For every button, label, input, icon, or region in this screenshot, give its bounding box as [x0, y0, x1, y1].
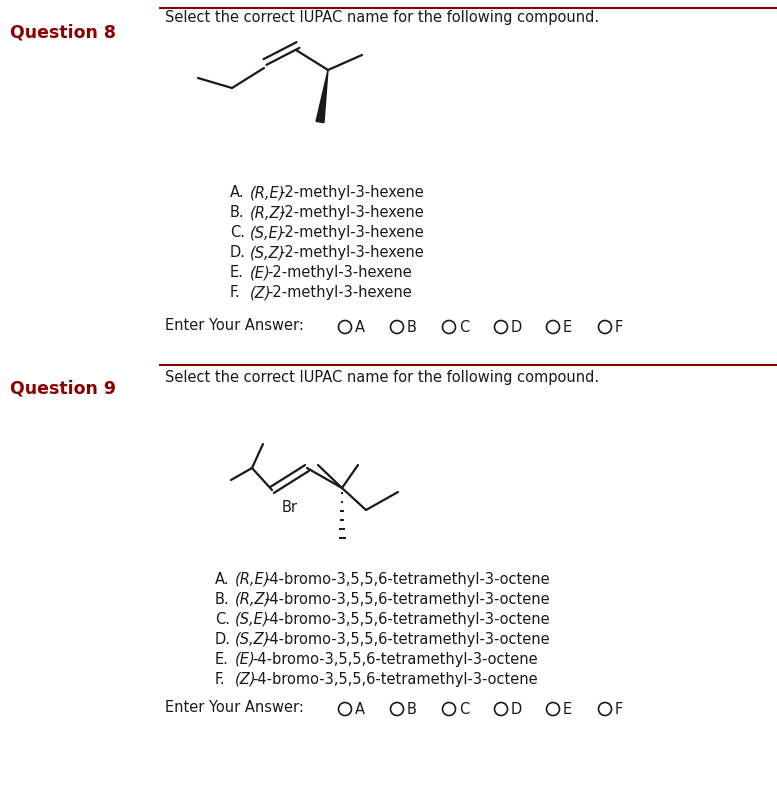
- Text: -2-methyl-3-hexene: -2-methyl-3-hexene: [267, 285, 412, 300]
- Text: -2-methyl-3-hexene: -2-methyl-3-hexene: [267, 265, 412, 280]
- Text: -4-bromo-3,5,5,6-tetramethyl-3-octene: -4-bromo-3,5,5,6-tetramethyl-3-octene: [264, 572, 549, 587]
- Text: Enter Your Answer:: Enter Your Answer:: [165, 700, 304, 715]
- Text: -4-bromo-3,5,5,6-tetramethyl-3-octene: -4-bromo-3,5,5,6-tetramethyl-3-octene: [264, 592, 549, 607]
- Text: (Z): (Z): [235, 672, 256, 687]
- Text: D.: D.: [215, 632, 231, 647]
- Text: -2-methyl-3-hexene: -2-methyl-3-hexene: [279, 245, 423, 260]
- Text: (S,E): (S,E): [250, 225, 284, 240]
- Text: (S,Z): (S,Z): [250, 245, 285, 260]
- Text: Select the correct IUPAC name for the following compound.: Select the correct IUPAC name for the fo…: [165, 370, 599, 385]
- Text: F.: F.: [215, 672, 225, 687]
- Text: (Z): (Z): [250, 285, 271, 300]
- Text: -4-bromo-3,5,5,6-tetramethyl-3-octene: -4-bromo-3,5,5,6-tetramethyl-3-octene: [253, 672, 538, 687]
- Text: E: E: [563, 702, 572, 717]
- Text: B: B: [407, 702, 417, 717]
- Text: C.: C.: [230, 225, 245, 240]
- Text: E.: E.: [230, 265, 244, 280]
- Text: -4-bromo-3,5,5,6-tetramethyl-3-octene: -4-bromo-3,5,5,6-tetramethyl-3-octene: [264, 612, 549, 627]
- Text: (S,Z): (S,Z): [235, 632, 270, 647]
- Text: E: E: [563, 319, 572, 334]
- Text: C: C: [459, 319, 469, 334]
- Text: -2-methyl-3-hexene: -2-methyl-3-hexene: [279, 205, 423, 220]
- Text: B.: B.: [230, 205, 245, 220]
- Text: (R,Z): (R,Z): [235, 592, 271, 607]
- Text: B: B: [407, 319, 417, 334]
- Text: A: A: [355, 319, 365, 334]
- Text: E.: E.: [215, 652, 229, 667]
- Text: F: F: [615, 702, 623, 717]
- Text: (R,E): (R,E): [235, 572, 270, 587]
- Text: D: D: [511, 702, 522, 717]
- Text: Br: Br: [282, 500, 298, 515]
- Text: Question 9: Question 9: [10, 380, 116, 398]
- Text: D.: D.: [230, 245, 246, 260]
- Text: F.: F.: [230, 285, 241, 300]
- Text: (E): (E): [235, 652, 256, 667]
- Text: Select the correct IUPAC name for the following compound.: Select the correct IUPAC name for the fo…: [165, 10, 599, 25]
- Text: (R,E): (R,E): [250, 185, 285, 200]
- Text: (R,Z): (R,Z): [250, 205, 286, 220]
- Text: A: A: [355, 702, 365, 717]
- Text: (S,E): (S,E): [235, 612, 270, 627]
- Polygon shape: [316, 70, 328, 123]
- Text: D: D: [511, 319, 522, 334]
- Text: -4-bromo-3,5,5,6-tetramethyl-3-octene: -4-bromo-3,5,5,6-tetramethyl-3-octene: [264, 632, 549, 647]
- Text: -2-methyl-3-hexene: -2-methyl-3-hexene: [279, 185, 423, 200]
- Text: A.: A.: [215, 572, 229, 587]
- Text: (E): (E): [250, 265, 270, 280]
- Text: F: F: [615, 319, 623, 334]
- Text: Question 8: Question 8: [10, 24, 116, 42]
- Text: C.: C.: [215, 612, 230, 627]
- Text: Enter Your Answer:: Enter Your Answer:: [165, 318, 304, 333]
- Text: C: C: [459, 702, 469, 717]
- Text: -4-bromo-3,5,5,6-tetramethyl-3-octene: -4-bromo-3,5,5,6-tetramethyl-3-octene: [253, 652, 538, 667]
- Text: B.: B.: [215, 592, 230, 607]
- Text: -2-methyl-3-hexene: -2-methyl-3-hexene: [279, 225, 423, 240]
- Text: A.: A.: [230, 185, 245, 200]
